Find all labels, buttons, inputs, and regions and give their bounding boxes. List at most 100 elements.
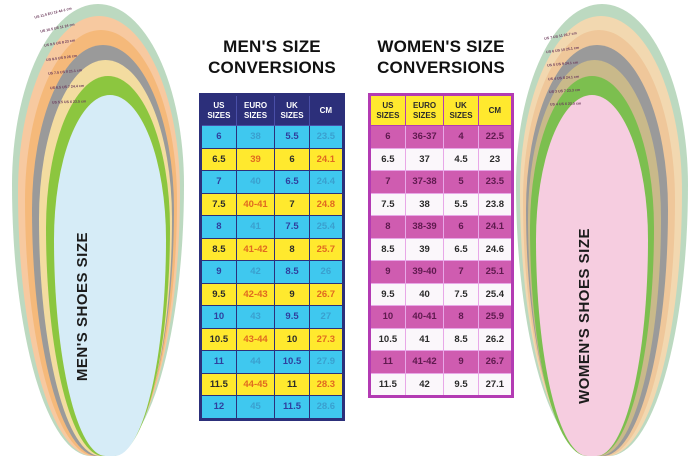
cell-cm: 22.5	[477, 125, 514, 149]
table-row: 7.5 38 5.5 23.8	[369, 192, 514, 216]
mens-title-line1: MEN'S SIZE	[223, 37, 321, 56]
cell-uk: 4	[443, 125, 479, 149]
table-row: 10.5 43-44 10 27.3	[200, 327, 345, 351]
insole-core	[54, 95, 166, 456]
cell-cm: 24.1	[308, 147, 345, 171]
table-row: 8.5 41-42 8 25.7	[200, 237, 345, 261]
cell-us: 12	[200, 395, 237, 420]
table-row: 8.5 39 6.5 24.6	[369, 237, 514, 261]
column-header-euro: EURO SIZES	[404, 94, 445, 126]
cell-cm: 25.9	[477, 305, 514, 329]
cell-cm: 26	[308, 260, 345, 284]
table-row: 6.5 39 6 24.1	[200, 147, 345, 171]
cell-euro: 44	[235, 350, 276, 374]
cell-cm: 25.7	[308, 237, 345, 261]
cell-uk: 6	[443, 215, 479, 239]
cell-us: 11.5	[369, 372, 406, 397]
cell-euro: 41-42	[404, 350, 445, 374]
cell-cm: 24.1	[477, 215, 514, 239]
table-row: 10.5 41 8.5 26.2	[369, 327, 514, 351]
table-row: 6 38 5.5 23.5	[200, 125, 345, 149]
cell-cm: 25.4	[477, 282, 514, 306]
table-row: 8 38-39 6 24.1	[369, 215, 514, 239]
cell-euro: 38	[404, 192, 445, 216]
cell-us: 10.5	[369, 327, 406, 351]
cell-us: 8	[369, 215, 406, 239]
cell-euro: 43-44	[235, 327, 276, 351]
cell-cm: 28.6	[308, 395, 345, 420]
womens-size-table: US SIZES EURO SIZES UK SIZES CM 6 36-37 4 2…	[368, 93, 514, 398]
womens-title-line1: WOMEN'S SIZE	[377, 37, 505, 56]
cell-cm: 23	[477, 147, 514, 171]
mens-table-title: MEN'S SIZE CONVERSIONS	[196, 36, 348, 78]
cell-cm: 27	[308, 305, 345, 329]
cell-us: 6.5	[200, 147, 237, 171]
table-row: 11 44 10.5 27.9	[200, 350, 345, 374]
cell-uk: 9.5	[443, 372, 479, 397]
column-header-uk: UK SIZES	[443, 94, 479, 126]
cell-euro: 36-37	[404, 125, 445, 149]
cell-cm: 28.3	[308, 372, 345, 396]
cell-euro: 42-43	[235, 282, 276, 306]
table-row: 11 41-42 9 26.7	[369, 350, 514, 374]
cell-euro: 40-41	[235, 192, 276, 216]
mens-title-line2: CONVERSIONS	[208, 58, 336, 77]
cell-cm: 24.6	[477, 237, 514, 261]
cell-cm: 26.7	[477, 350, 514, 374]
column-header-us: US SIZES	[369, 94, 406, 126]
womens-title-line2: CONVERSIONS	[377, 58, 505, 77]
table-row: 6 36-37 4 22.5	[369, 125, 514, 149]
cell-euro: 39-40	[404, 260, 445, 284]
cell-cm: 25.1	[477, 260, 514, 284]
cell-us: 9.5	[200, 282, 237, 306]
cell-us: 9.5	[369, 282, 406, 306]
column-header-cm: CM	[308, 94, 345, 126]
cell-uk: 8.5	[443, 327, 479, 351]
cell-uk: 6.5	[274, 170, 310, 194]
column-header-euro: EURO SIZES	[235, 94, 276, 126]
cell-euro: 41	[235, 215, 276, 239]
cell-euro: 40-41	[404, 305, 445, 329]
womens-table-title: WOMEN'S SIZE CONVERSIONS	[365, 36, 517, 78]
cell-us: 8	[200, 215, 237, 239]
table-row: 10 40-41 8 25.9	[369, 305, 514, 329]
table-row: 7 40 6.5 24.4	[200, 170, 345, 194]
table-row: 9.5 42-43 9 26.7	[200, 282, 345, 306]
cell-euro: 38	[235, 125, 276, 149]
cell-us: 7	[200, 170, 237, 194]
cell-euro: 42	[404, 372, 445, 397]
cell-euro: 38-39	[404, 215, 445, 239]
cell-euro: 41-42	[235, 237, 276, 261]
cell-euro: 44-45	[235, 372, 276, 396]
cell-cm: 23.8	[477, 192, 514, 216]
table-row: 7 37-38 5 23.5	[369, 170, 514, 194]
cell-uk: 9	[274, 282, 310, 306]
cell-uk: 4.5	[443, 147, 479, 171]
cell-cm: 27.1	[477, 372, 514, 397]
cell-us: 11	[369, 350, 406, 374]
cell-uk: 7.5	[443, 282, 479, 306]
cell-euro: 42	[235, 260, 276, 284]
cell-euro: 40	[404, 282, 445, 306]
mens-table-body: 6 38 5.5 23.5 6.5 39 6 24.1 7 40 6.5 24.4 7.5 40-41 7 2…	[200, 125, 345, 420]
cell-uk: 7	[274, 192, 310, 216]
cell-cm: 24.4	[308, 170, 345, 194]
mens-insole-label: MEN'S SHOES SIZE	[74, 232, 91, 382]
cell-us: 6.5	[369, 147, 406, 171]
column-header-cm: CM	[477, 94, 514, 126]
cell-cm: 24.8	[308, 192, 345, 216]
cell-us: 7.5	[200, 192, 237, 216]
cell-uk: 11.5	[274, 395, 310, 420]
cell-euro: 41	[404, 327, 445, 351]
cell-euro: 39	[404, 237, 445, 261]
table-row: 8 41 7.5 25.4	[200, 215, 345, 239]
cell-uk: 5	[443, 170, 479, 194]
cell-cm: 27.3	[308, 327, 345, 351]
cell-cm: 26.2	[477, 327, 514, 351]
cell-uk: 8	[443, 305, 479, 329]
cell-us: 10	[200, 305, 237, 329]
womens-table-body: 6 36-37 4 22.5 6.5 37 4.5 23 7 37-38 5 23.5 7.5 38 5.5…	[369, 125, 514, 397]
womens-insole-label: WOMEN'S SHOES SIZE	[576, 228, 593, 404]
cell-uk: 9.5	[274, 305, 310, 329]
cell-us: 6	[369, 125, 406, 149]
